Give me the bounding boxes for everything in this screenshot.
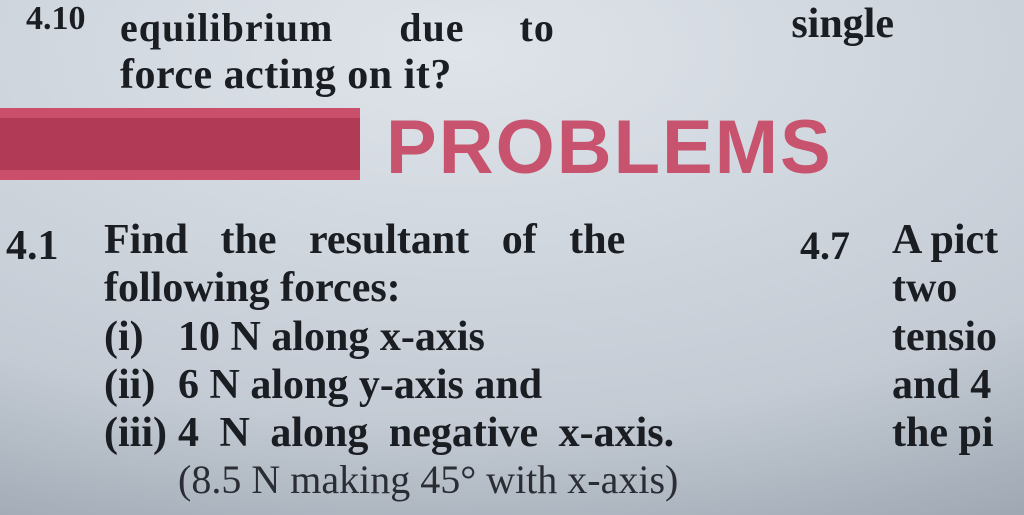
q41-item-1: (i) 10 N along x-axis (104, 313, 760, 361)
q41-item-2-text: 6 N along y-axis and (178, 361, 542, 409)
page: 4.10 equilibrium due to single force act… (0, 0, 1024, 515)
q41-number: 4.1 (6, 222, 59, 270)
top-word: equilibrium (120, 5, 333, 50)
q47-line-2: two (892, 264, 1024, 312)
banner-left-bar (0, 108, 360, 180)
problems-heading: PROBLEMS (386, 104, 833, 191)
q47-line-5: the pi (892, 409, 1024, 457)
q41-body: Find the resultant of the following forc… (104, 216, 760, 503)
q47-line-3: tensio (892, 313, 1024, 361)
banner-right: PROBLEMS (360, 100, 1024, 194)
q41-item-2-num: (ii) (104, 361, 178, 409)
left-column: 4.1 Find the resultant of the following … (0, 216, 760, 515)
main-area: 4.1 Find the resultant of the following … (0, 216, 1024, 515)
top-word-single: single (791, 0, 894, 48)
top-word: due (399, 5, 464, 50)
q41-item-3-text: 4 N along negative x-axis. (178, 409, 674, 457)
q47-line-4: and 4 (892, 361, 1024, 409)
q41-item-3: (iii) 4 N along negative x-axis. (104, 409, 760, 457)
q41-line-2: following forces: (104, 264, 760, 312)
top-question-number: 4.10 (26, 0, 86, 38)
q41-item-2: (ii) 6 N along y-axis and (104, 361, 760, 409)
q41-line-1: Find the resultant of the (104, 216, 760, 264)
q41-answer: (8.5 N making 45° with x-axis) (178, 457, 760, 503)
q41-item-3-num: (iii) (104, 409, 178, 457)
q41-item-1-text: 10 N along x-axis (178, 313, 485, 361)
q41-item-1-num: (i) (104, 313, 178, 361)
q47-body: A pict two tensio and 4 the pi (892, 216, 1024, 457)
problems-banner: PROBLEMS (0, 100, 1024, 194)
top-line-2: force acting on it? (120, 51, 984, 99)
q47-line-1: A pict (892, 216, 1024, 264)
banner-left-fill (0, 118, 360, 170)
right-column: 4.7 A pict two tensio and 4 the pi (800, 216, 1024, 515)
top-word: to (520, 5, 555, 50)
q47-number: 4.7 (800, 222, 850, 269)
